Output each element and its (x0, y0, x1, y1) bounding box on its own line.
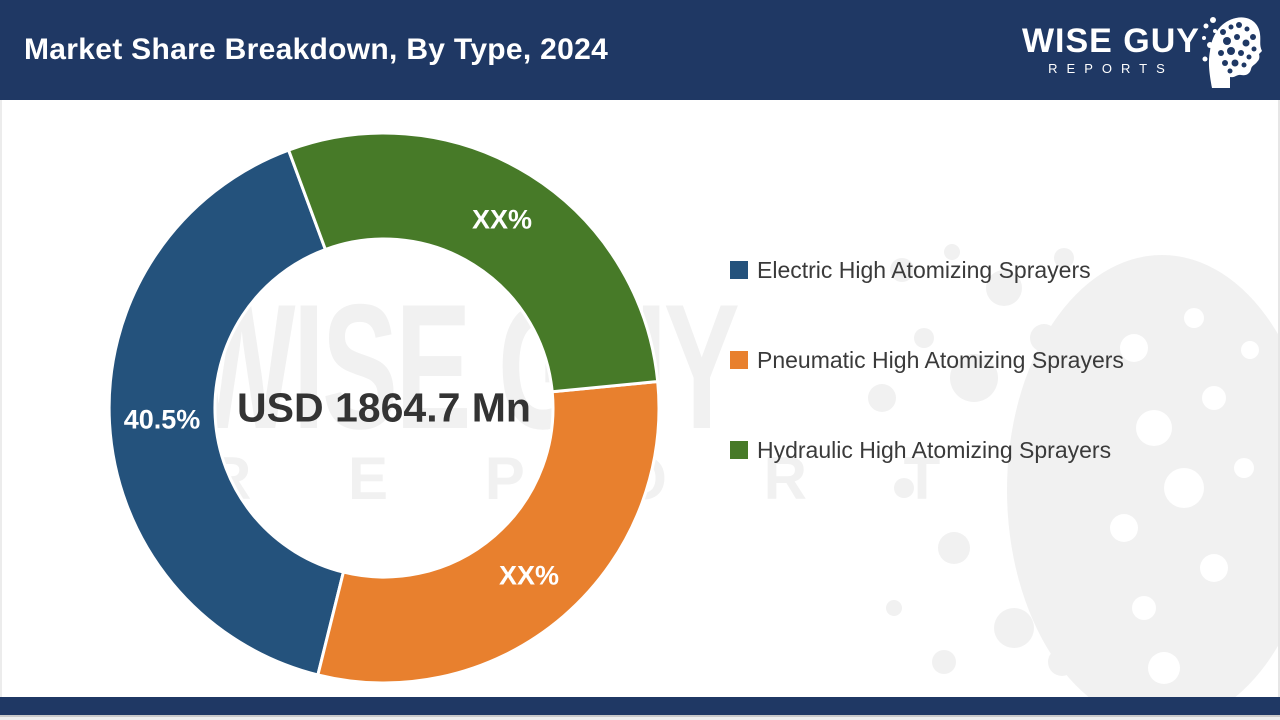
wiseguy-logo: WISE GUY REPORTS (1010, 8, 1266, 94)
header-bar: Market Share Breakdown, By Type, 2024 WI… (0, 0, 1280, 100)
segment-percent-label-hydraulic-high-atomizing-sprayers: XX% (471, 204, 533, 235)
footer-pad (0, 717, 1280, 720)
legend-swatch (730, 351, 748, 369)
chart-card: WISE GUY R E P O R T S 40.5% XX% XX% (0, 100, 1280, 697)
donut-chart: 40.5% XX% XX% USD 1864.7 Mn (74, 100, 694, 697)
segment-percent-label-pneumatic-high-atomizing-sprayers: XX% (498, 560, 560, 591)
logo-wordmark: WISE GUY (1021, 22, 1200, 60)
legend-item-hydraulic-high-atomizing-sprayers: Hydraulic High Atomizing Sprayers (730, 436, 1111, 464)
legend-swatch (730, 441, 748, 459)
footer-bar (0, 697, 1280, 715)
watermark-face-icon (868, 244, 1278, 697)
logo-subtitle: REPORTS (1048, 61, 1174, 76)
footer-border (0, 715, 1280, 717)
wiseguy-logo-text: WISE GUY REPORTS (1022, 24, 1200, 76)
legend-swatch (730, 261, 748, 279)
donut-segment-pneumatic-high-atomizing-sprayers (316, 380, 661, 685)
legend-item-pneumatic-high-atomizing-sprayers: Pneumatic High Atomizing Sprayers (730, 346, 1124, 374)
donut-segment-hydraulic-high-atomizing-sprayers (287, 131, 660, 394)
legend-label: Pneumatic High Atomizing Sprayers (757, 346, 1124, 373)
legend-label: Hydraulic High Atomizing Sprayers (757, 436, 1112, 463)
donut-segment-electric-high-atomizing-sprayers (107, 148, 345, 677)
segment-percent-label-electric-high-atomizing-sprayers: 40.5% (123, 404, 201, 435)
wiseguy-face-icon (1202, 17, 1262, 89)
legend-label: Electric High Atomizing Sprayers (757, 256, 1091, 283)
legend-item-electric-high-atomizing-sprayers: Electric High Atomizing Sprayers (730, 256, 1091, 284)
page-title: Market Share Breakdown, By Type, 2024 (24, 33, 609, 66)
donut-center-value: USD 1864.7 Mn (237, 384, 531, 431)
